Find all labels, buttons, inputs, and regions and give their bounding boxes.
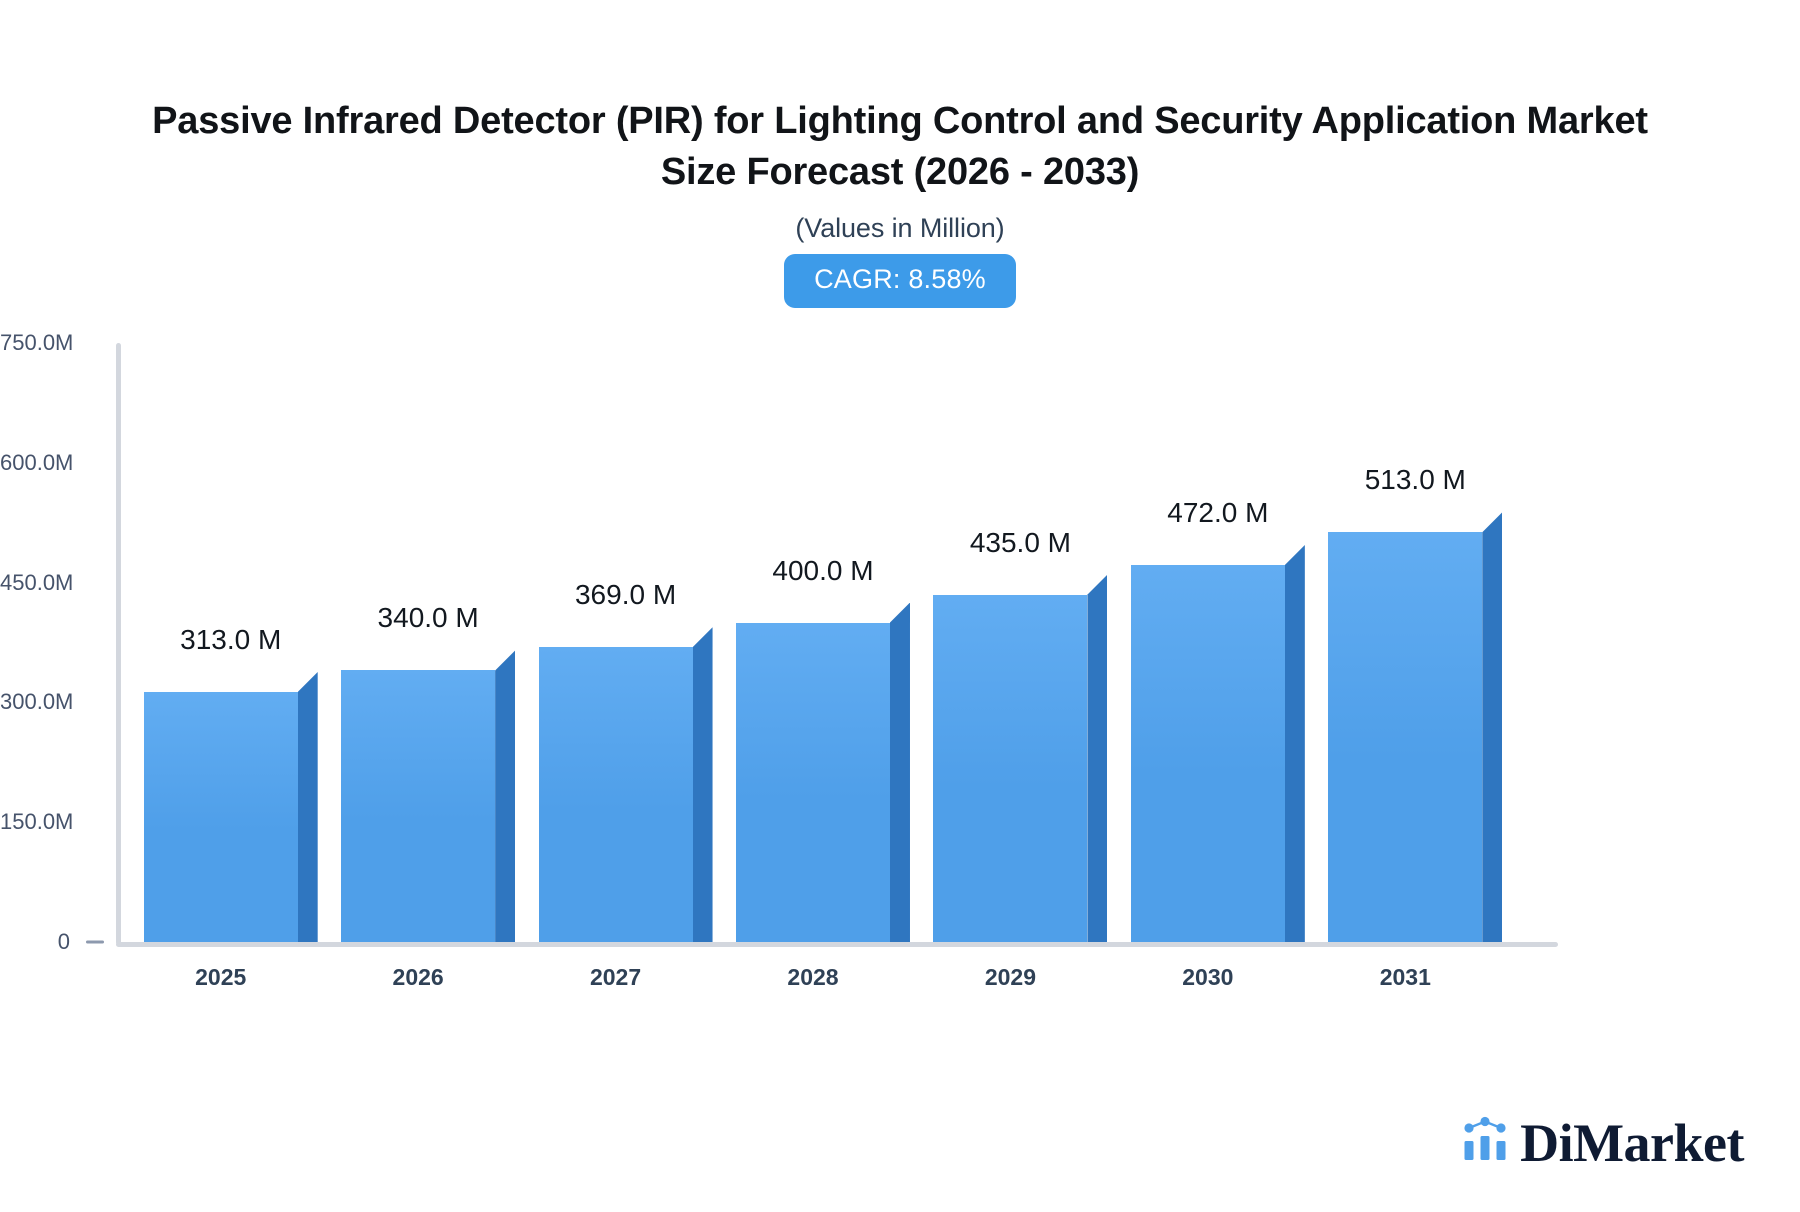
bar	[538, 627, 713, 942]
bar-face	[143, 692, 298, 942]
bar-value-label: 313.0 M	[180, 624, 282, 656]
bar-value-label: 513.0 M	[1364, 464, 1466, 496]
bar-face	[736, 622, 890, 942]
bar	[736, 602, 910, 942]
bar-3d-side	[889, 602, 910, 942]
bar-face	[933, 594, 1088, 942]
x-axis-tick-label: 2031	[1379, 964, 1431, 990]
bar	[1130, 545, 1305, 942]
bar-value-label: 400.0 M	[772, 554, 874, 586]
x-axis-line	[116, 942, 1558, 947]
y-axis-tick-label: 150.0M	[0, 809, 74, 835]
bar-face	[1328, 532, 1483, 942]
bar-value-label: 340.0 M	[377, 602, 479, 634]
bar-face	[341, 670, 496, 942]
bar-3d-side	[297, 672, 318, 942]
bar-face	[1130, 565, 1285, 942]
bar-chart-icon	[1460, 1115, 1510, 1170]
page-title: Passive Infrared Detector (PIR) for Ligh…	[152, 100, 1648, 193]
y-axis-tick-label: 0	[57, 929, 70, 954]
x-axis-tick-label: 2030	[1182, 964, 1234, 990]
dimarket-logo: DiMarket	[1460, 1115, 1744, 1170]
bar-3d-side	[1087, 574, 1108, 942]
y-axis-line	[116, 343, 121, 945]
bar	[143, 672, 318, 942]
bar-3d-side	[1482, 512, 1503, 942]
bar-value-label: 369.0 M	[574, 579, 677, 611]
cagr-badge: CAGR: 8.58%	[784, 254, 1016, 308]
y-axis-tick-label: 450.0M	[0, 569, 74, 595]
bar-value-label: 435.0 M	[969, 526, 1072, 558]
bar-3d-side	[692, 627, 713, 942]
bar-face	[538, 647, 693, 942]
x-axis-tick-label: 2027	[589, 964, 642, 990]
bar	[933, 574, 1108, 942]
y-axis-tick-mark	[86, 940, 104, 944]
bar	[1328, 512, 1503, 942]
x-axis-tick-label: 2025	[195, 964, 247, 990]
bar-3d-side	[495, 650, 516, 942]
bar	[341, 650, 516, 942]
y-axis-tick-label: 600.0M	[0, 449, 74, 475]
bar-value-label: 472.0 M	[1167, 497, 1269, 529]
logo-text: DiMarket	[1520, 1112, 1744, 1173]
y-axis-tick-label: 300.0M	[0, 689, 74, 715]
chart-header: Passive Infrared Detector (PIR) for Ligh…	[0, 0, 1800, 308]
y-axis-tick-label: 750.0M	[0, 330, 74, 355]
bar-3d-side	[1284, 545, 1305, 942]
x-axis-tick-label: 2028	[787, 964, 839, 990]
x-axis-tick-label: 2026	[392, 964, 444, 990]
x-axis-tick-label: 2029	[984, 964, 1037, 990]
chart-subtitle: (Values in Million)	[795, 213, 1005, 244]
